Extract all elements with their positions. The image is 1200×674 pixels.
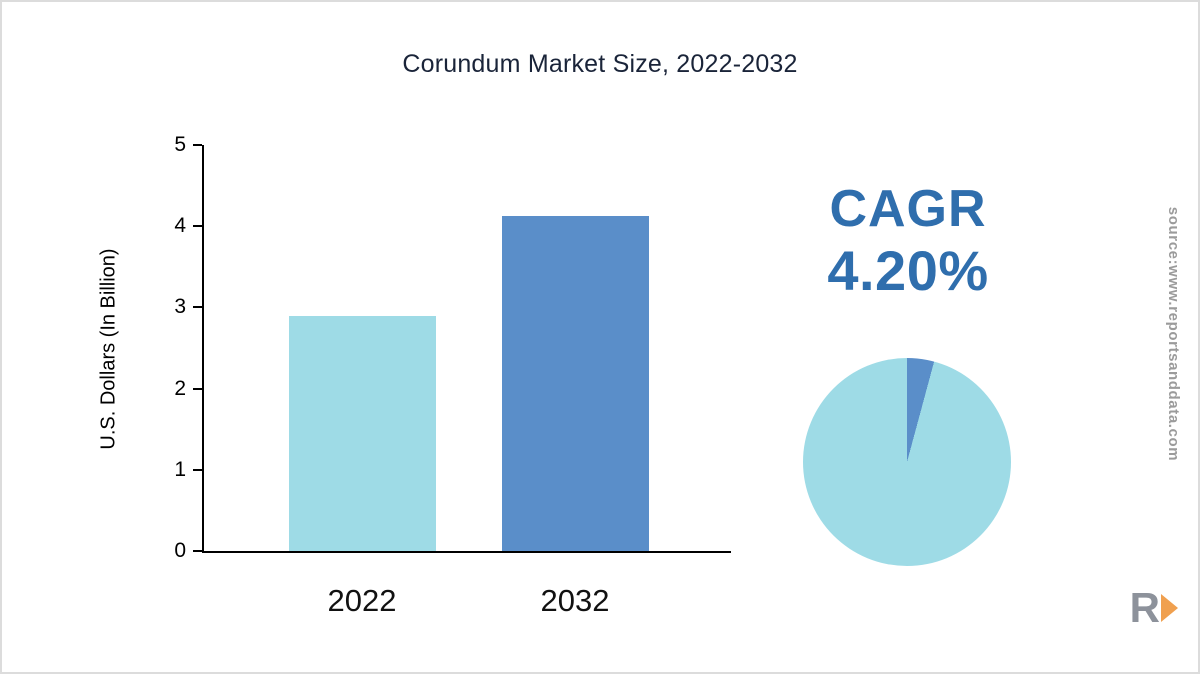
bar-2022 [288, 315, 436, 551]
y-tick-label: 0 [174, 539, 186, 562]
cagr-block: CAGR 4.20% [772, 180, 1044, 304]
y-tick [193, 225, 202, 228]
cagr-label: CAGR [829, 180, 987, 238]
bar-2032 [501, 215, 649, 551]
y-tick-label: 2 [174, 376, 186, 400]
logo-letter: R [1129, 584, 1160, 631]
y-tick [193, 306, 202, 309]
bar-plot: 0 1 2 3 4 5 2022 2032 [174, 133, 731, 618]
logo: R [1129, 584, 1178, 631]
logo-mark-icon [1161, 594, 1178, 622]
source-text: source:www.reportsanddata.com [1165, 206, 1182, 462]
y-tick-label: 5 [174, 133, 186, 156]
y-tick [193, 468, 202, 471]
cagr-value: 4.20% [827, 239, 989, 302]
y-tick-label: 1 [174, 457, 186, 481]
y-axis-title: U.S. Dollars (In Billion) [97, 248, 120, 450]
y-tick-label: 3 [174, 295, 186, 319]
y-tick [193, 550, 202, 552]
x-category-label: 2032 [540, 583, 610, 618]
chart-title: Corundum Market Size, 2022-2032 [402, 50, 798, 78]
pie-chart [803, 358, 1011, 566]
y-tick [193, 387, 202, 390]
y-tick [193, 144, 202, 146]
y-tick-label: 4 [174, 214, 186, 238]
x-category-label: 2022 [327, 583, 397, 618]
